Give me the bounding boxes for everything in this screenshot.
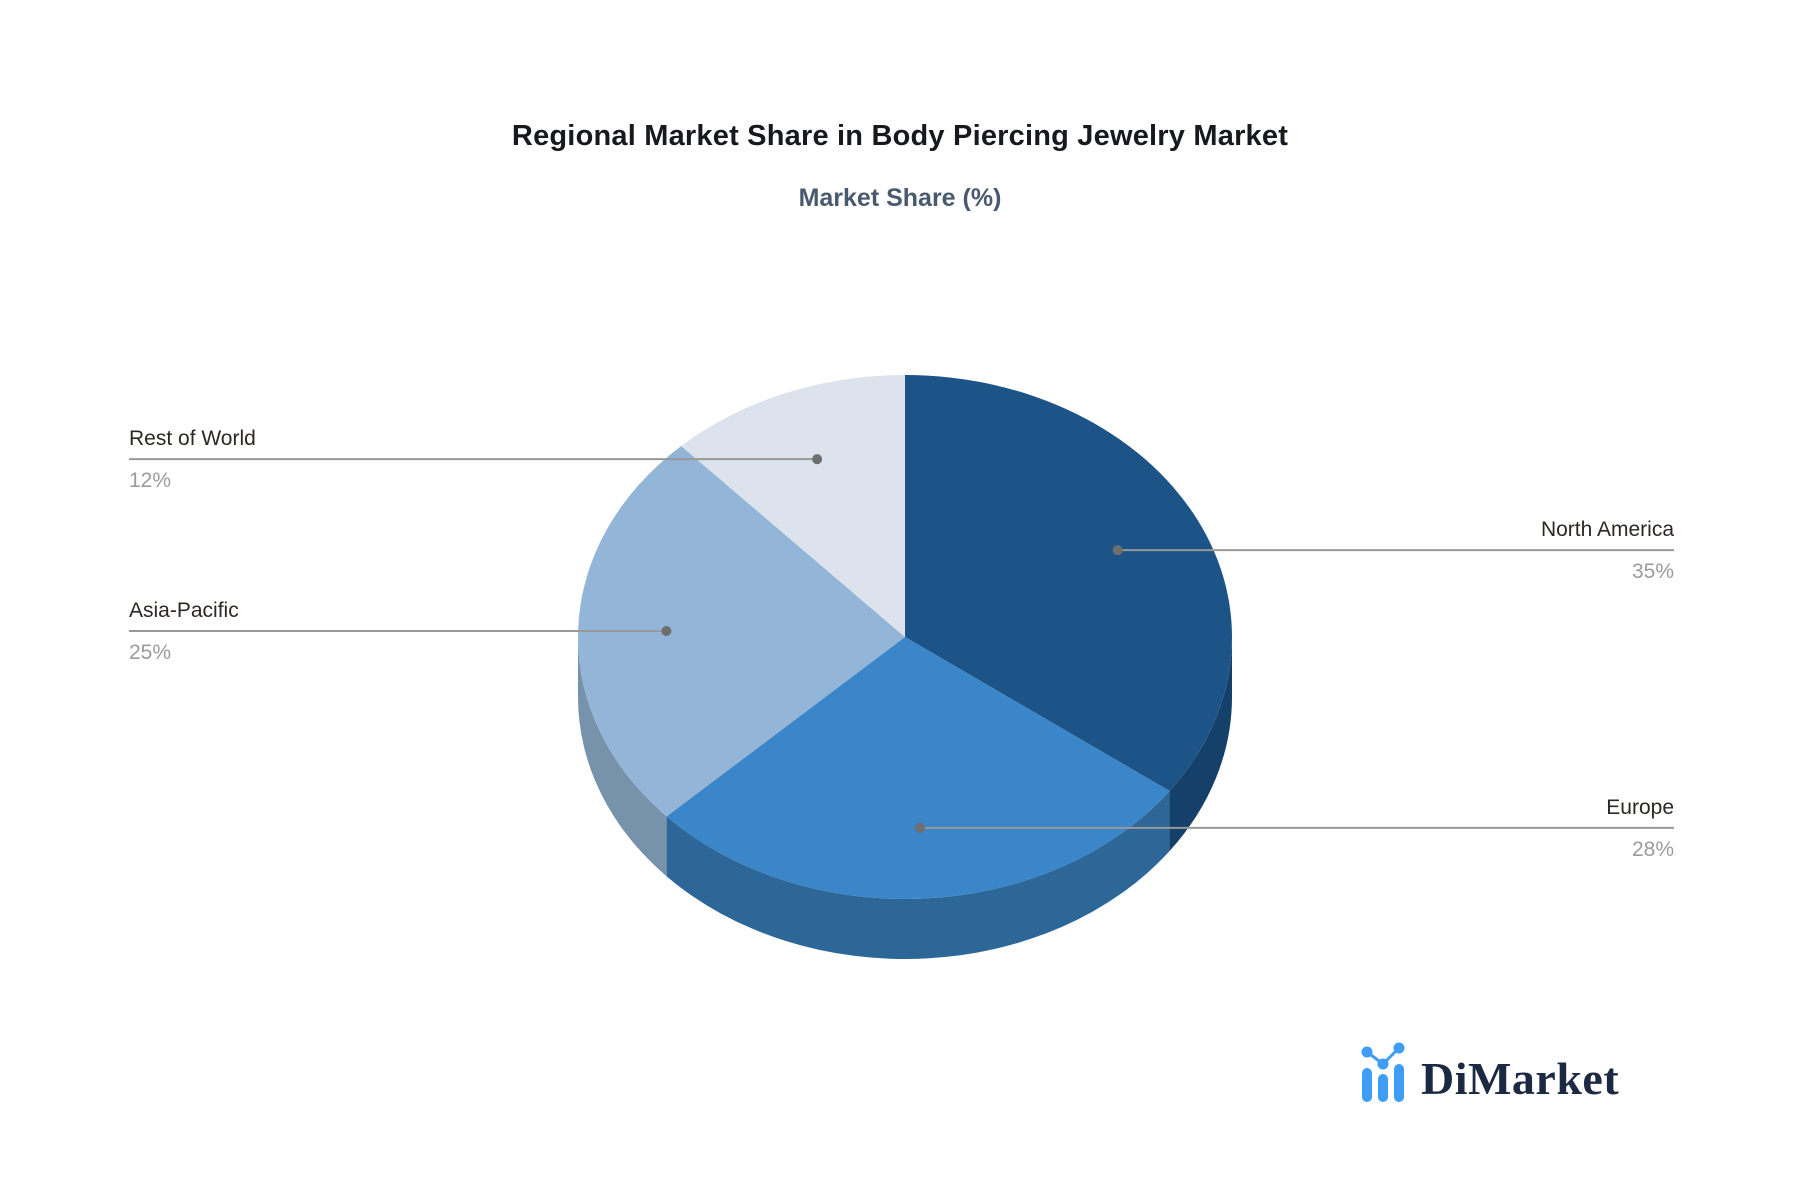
pie-label-asia-pacific: Asia-Pacific 25% bbox=[129, 598, 449, 666]
pie-slice-side-north-america bbox=[1169, 637, 1232, 851]
label-connector-dot-europe bbox=[914, 822, 925, 833]
pie-slice-side-asia-pacific bbox=[578, 637, 667, 877]
pie-label-rest-of-world: Rest of World 12% bbox=[129, 426, 449, 494]
dimarket-logo: DiMarket bbox=[1360, 1040, 1619, 1104]
pie-label-value: 28% bbox=[1631, 838, 1674, 861]
pie-label-name: North America bbox=[1540, 518, 1674, 541]
pie-label-name: Asia-Pacific bbox=[129, 599, 239, 622]
pie-slice-side-europe bbox=[666, 790, 1170, 960]
chart-title: Regional Market Share in Body Piercing J… bbox=[511, 120, 1289, 152]
pie-slice-europe[interactable] bbox=[666, 637, 1170, 899]
chart-subtitle: Market Share (%) bbox=[798, 184, 1002, 212]
pie-label-name: Rest of World bbox=[129, 427, 256, 450]
label-connector-dot-rest-of-world bbox=[812, 454, 823, 465]
logo-text: DiMarket bbox=[1421, 1053, 1620, 1104]
pie-label-value: 12% bbox=[129, 469, 172, 492]
pie-label-value: 35% bbox=[1631, 560, 1674, 583]
pie-slice-north-america[interactable] bbox=[905, 375, 1232, 791]
pie-label-name: Europe bbox=[1606, 796, 1674, 819]
pie-slice-rest-of-world[interactable] bbox=[681, 375, 905, 637]
bar-line-chart-icon bbox=[1361, 1042, 1405, 1102]
label-connector-dot-north-america bbox=[1112, 545, 1123, 556]
pie-label-europe: Europe 28% bbox=[1354, 795, 1674, 863]
label-connector-dot-asia-pacific bbox=[661, 625, 672, 636]
pie-label-value: 25% bbox=[129, 641, 172, 664]
pie-label-north-america: North America 35% bbox=[1354, 517, 1674, 585]
pie-slice-asia-pacific[interactable] bbox=[578, 446, 905, 817]
